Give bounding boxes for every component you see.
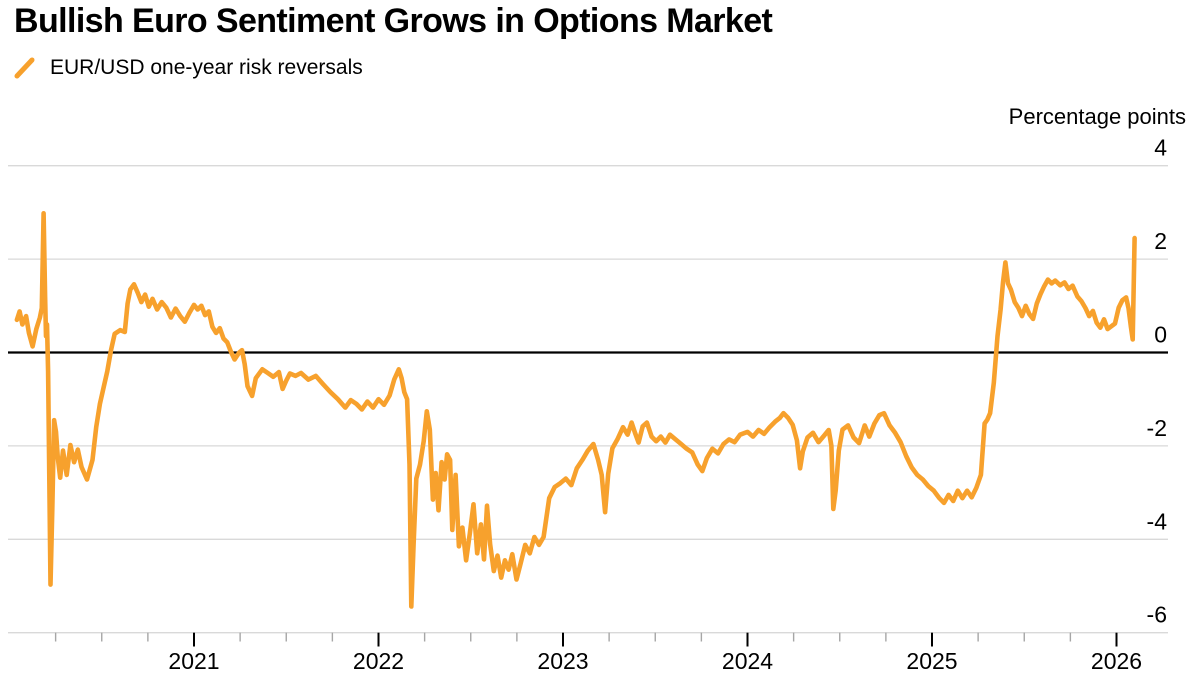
x-year-label: 2024 xyxy=(722,648,773,674)
x-year-label: 2026 xyxy=(1091,648,1142,674)
y-tick-label: 4 xyxy=(1154,135,1167,161)
x-year-label: 2023 xyxy=(537,648,588,674)
y-tick-label: -2 xyxy=(1147,415,1167,441)
y-tick-label: -6 xyxy=(1147,602,1167,628)
data-series xyxy=(14,211,1137,609)
risk-reversal-line xyxy=(14,211,1137,609)
page-title: Bullish Euro Sentiment Grows in Options … xyxy=(14,2,773,40)
legend-label: EUR/USD one-year risk reversals xyxy=(50,56,363,79)
y-tick-label: -4 xyxy=(1147,508,1168,534)
y-axis-unit-label: Percentage points xyxy=(1009,104,1186,129)
x-year-label: 2025 xyxy=(906,648,957,674)
x-axis-ticks xyxy=(54,632,1118,647)
y-tick-label: 2 xyxy=(1154,228,1167,254)
gridlines xyxy=(8,165,1168,634)
y-tick-label: 0 xyxy=(1154,322,1167,348)
axis-labels: 4 2 0 -2 -4 -6 Percentage points 2021 2022 2023 20… xyxy=(168,104,1186,674)
x-year-label: 2021 xyxy=(168,648,219,674)
legend: EUR/USD one-year risk reversals xyxy=(13,53,363,83)
legend-line-icon xyxy=(14,57,35,79)
x-year-label: 2022 xyxy=(353,648,404,674)
